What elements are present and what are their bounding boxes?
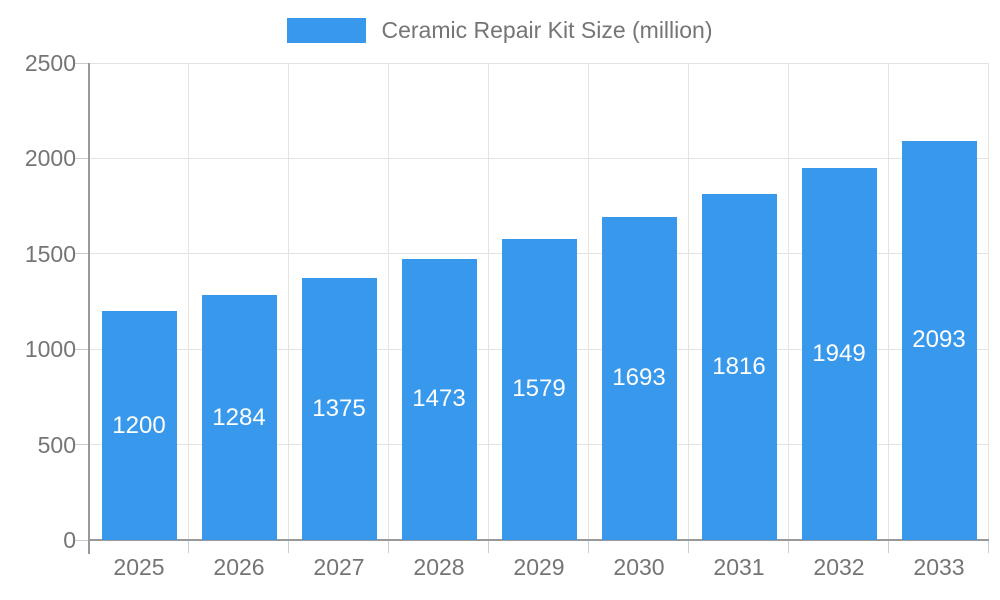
x-tick-label: 2029 — [513, 554, 565, 580]
bar[interactable]: 1816 — [701, 193, 777, 540]
bar-value-label: 1284 — [212, 403, 266, 431]
bar-value-label: 1579 — [512, 375, 566, 403]
x-tick — [588, 540, 589, 553]
x-tick — [688, 540, 689, 553]
y-tick-label: 500 — [37, 431, 76, 458]
y-axis-labels: 0 500 1000 1500 2000 2500 — [0, 0, 76, 600]
y-axis-line — [88, 63, 90, 554]
x-tick-label: 2025 — [113, 554, 165, 580]
x-tick-label: 2030 — [613, 554, 665, 580]
y-tick-label: 1500 — [24, 240, 76, 267]
y-tick-label: 0 — [63, 527, 76, 553]
x-tick — [988, 540, 989, 553]
x-tick — [788, 540, 789, 553]
y-tick — [75, 157, 89, 159]
x-axis-line — [89, 539, 989, 541]
y-tick-label: 2000 — [24, 145, 76, 172]
y-tick — [75, 348, 89, 350]
y-tick — [75, 444, 89, 446]
x-tick — [188, 540, 189, 553]
bar-value-label: 1816 — [712, 352, 766, 380]
bar-value-label: 2093 — [912, 326, 966, 354]
h-gridline — [89, 62, 989, 64]
y-tick — [75, 62, 89, 64]
bar[interactable]: 1693 — [601, 216, 677, 540]
h-gridline — [89, 157, 989, 159]
v-gridline — [888, 63, 889, 540]
x-axis-labels: 2025 2026 2027 2028 2029 2030 2031 2032 2033 — [89, 540, 989, 590]
bar-value-label: 1375 — [312, 394, 366, 422]
legend-swatch[interactable] — [287, 17, 367, 43]
v-gridline — [488, 63, 489, 540]
v-gridline — [688, 63, 689, 540]
bar[interactable]: 1579 — [501, 238, 577, 540]
bar[interactable]: 1375 — [301, 277, 377, 540]
v-gridline — [388, 63, 389, 540]
x-tick-label: 2028 — [413, 554, 465, 580]
bar[interactable]: 1949 — [801, 168, 877, 540]
x-tick — [888, 540, 889, 553]
x-tick-label: 2033 — [913, 554, 965, 580]
v-gridline — [188, 63, 189, 540]
v-gridline — [588, 63, 589, 540]
bar[interactable]: 1200 — [101, 311, 177, 540]
y-tick — [75, 253, 89, 255]
plot-area: 1200 1284 1375 1473 1579 1693 1816 1949 2093 — [75, 62, 989, 554]
x-tick-label: 2026 — [213, 554, 265, 580]
bar[interactable]: 2093 — [901, 140, 977, 540]
bar-value-label: 1200 — [112, 411, 166, 439]
bar[interactable]: 1473 — [401, 258, 477, 540]
bar-value-label: 1693 — [612, 364, 666, 392]
x-tick — [488, 540, 489, 553]
bar-value-label: 1949 — [812, 340, 866, 368]
x-tick-label: 2031 — [713, 554, 765, 580]
v-gridline — [788, 63, 789, 540]
legend-label: Ceramic Repair Kit Size (million) — [381, 16, 713, 43]
legend[interactable]: Ceramic Repair Kit Size (million) — [0, 16, 1000, 44]
y-tick-label: 1000 — [24, 336, 76, 363]
v-gridline — [288, 63, 289, 540]
x-tick-label: 2027 — [313, 554, 365, 580]
bar[interactable]: 1284 — [201, 295, 277, 540]
y-tick — [75, 539, 89, 541]
y-tick-label: 2500 — [24, 50, 76, 76]
x-tick — [288, 540, 289, 553]
v-gridline — [988, 63, 989, 540]
bar-value-label: 1473 — [412, 385, 466, 413]
x-tick-label: 2032 — [813, 554, 865, 580]
x-tick — [388, 540, 389, 553]
